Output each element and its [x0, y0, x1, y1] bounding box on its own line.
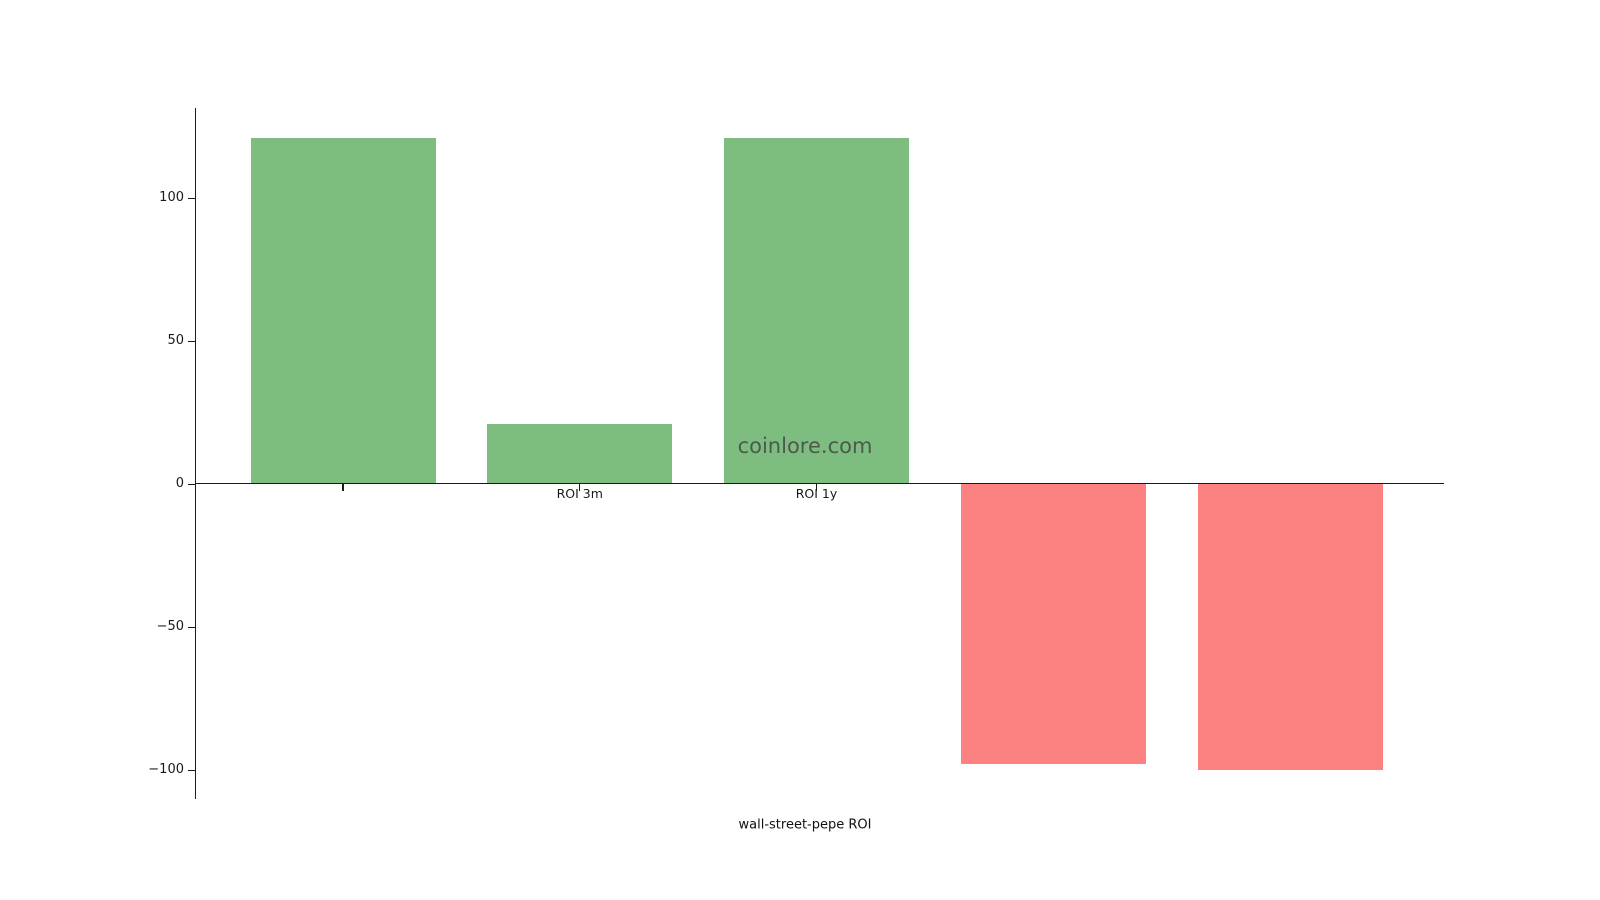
x-axis-line — [195, 483, 1444, 485]
chart-x-axis-title: wall-street-pepe ROI — [738, 817, 872, 833]
y-tick-label: −100 — [148, 762, 184, 777]
roi-bar — [487, 423, 673, 484]
x-tick-mark — [815, 484, 818, 491]
roi-bar — [250, 137, 436, 484]
watermark-text: coinlore.com — [737, 434, 873, 458]
y-tick-mark — [188, 197, 195, 199]
roi-bar — [960, 484, 1146, 765]
y-tick-mark — [188, 626, 195, 628]
x-tick-label: ROI 3m — [556, 486, 603, 501]
y-tick-mark — [188, 483, 195, 485]
y-tick-label: 50 — [167, 333, 184, 348]
x-tick-mark — [579, 484, 581, 491]
y-tick-mark — [188, 340, 195, 342]
x-tick-mark — [342, 484, 344, 491]
x-tick-label: ROI 1y — [795, 486, 838, 501]
roi-bar — [1197, 484, 1383, 770]
y-tick-label: −50 — [156, 619, 184, 634]
y-tick-mark — [188, 769, 195, 771]
y-tick-label: 0 — [175, 476, 184, 491]
roi-bar — [724, 137, 909, 484]
y-axis-line — [195, 108, 197, 799]
y-tick-label: 100 — [159, 190, 184, 205]
